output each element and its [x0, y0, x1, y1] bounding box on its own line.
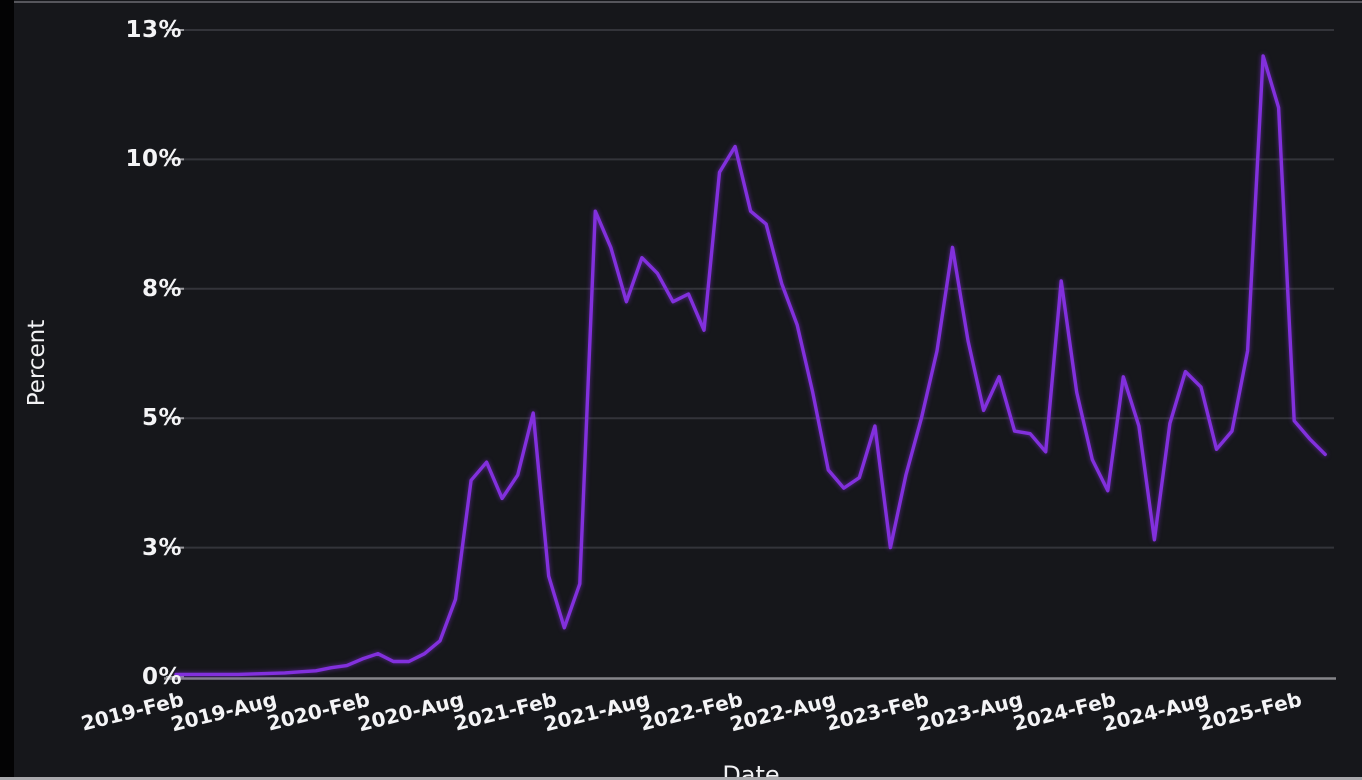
top-edge-line — [0, 1, 1362, 3]
y-tick-label: 13% — [125, 17, 182, 43]
left-gutter — [0, 0, 14, 780]
y-tick-label: 10% — [125, 146, 182, 173]
x-axis-title: Date — [722, 761, 780, 780]
y-tick-label: 3% — [141, 534, 182, 561]
y-tick-label: 5% — [141, 405, 182, 432]
bottom-edge-line — [0, 777, 1362, 780]
y-tick-label: 8% — [141, 275, 182, 302]
data-line — [174, 54, 1327, 677]
y-tick-label: 0% — [141, 664, 182, 690]
y-axis-title: Percent — [24, 319, 50, 407]
